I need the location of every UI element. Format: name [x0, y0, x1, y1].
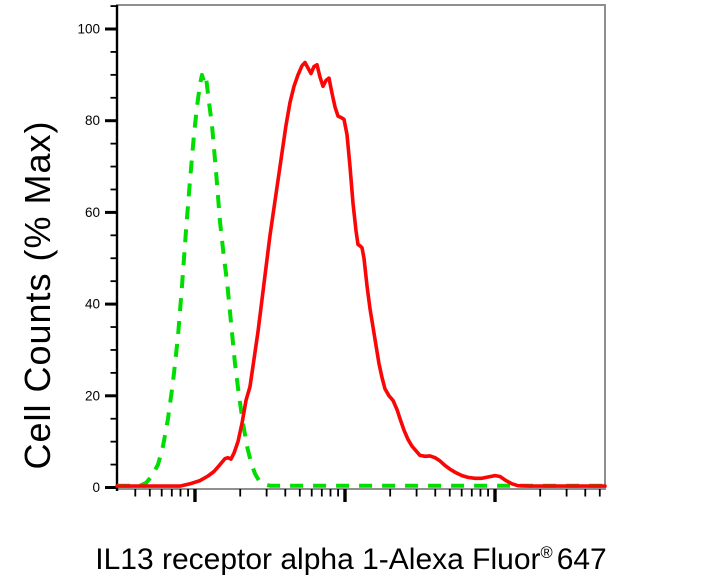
y-axis-label: Cell Counts (% Max)	[17, 120, 58, 470]
y-tick-label: 0	[92, 480, 100, 495]
x-axis-label-main: IL13 receptor alpha 1-Alexa Fluor	[95, 543, 541, 576]
y-tick-label: 20	[85, 388, 100, 403]
x-axis-label-suffix: 647	[556, 543, 607, 576]
y-tick-label: 80	[85, 113, 100, 128]
y-axis-tick-labels: 0 20 40 60 80 100	[77, 22, 100, 496]
green-dashed-curve	[117, 72, 605, 488]
y-tick-label: 100	[77, 22, 100, 37]
y-tick-label: 40	[85, 297, 100, 312]
y-axis-ticks	[105, 5, 117, 489]
registered-trademark-symbol: ®	[540, 544, 553, 562]
red-solid-curve	[115, 60, 607, 488]
x-axis-ticks	[134, 489, 601, 502]
y-tick-label: 60	[85, 205, 100, 220]
x-axis-label: IL13 receptor alpha 1-Alexa Fluor® 647	[0, 531, 702, 576]
